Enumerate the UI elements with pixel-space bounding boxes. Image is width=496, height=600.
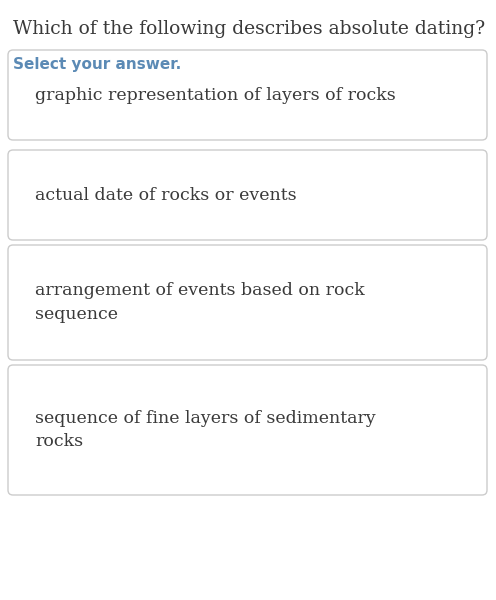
Text: sequence of fine layers of sedimentary
rocks: sequence of fine layers of sedimentary r…: [35, 410, 376, 450]
FancyBboxPatch shape: [8, 50, 487, 140]
FancyBboxPatch shape: [8, 245, 487, 360]
Text: actual date of rocks or events: actual date of rocks or events: [35, 187, 297, 203]
Text: arrangement of events based on rock
sequence: arrangement of events based on rock sequ…: [35, 282, 365, 323]
Text: Which of the following describes absolute dating?: Which of the following describes absolut…: [13, 20, 485, 38]
Text: Select your answer.: Select your answer.: [13, 57, 181, 72]
FancyBboxPatch shape: [8, 150, 487, 240]
Text: graphic representation of layers of rocks: graphic representation of layers of rock…: [35, 86, 396, 103]
FancyBboxPatch shape: [8, 365, 487, 495]
